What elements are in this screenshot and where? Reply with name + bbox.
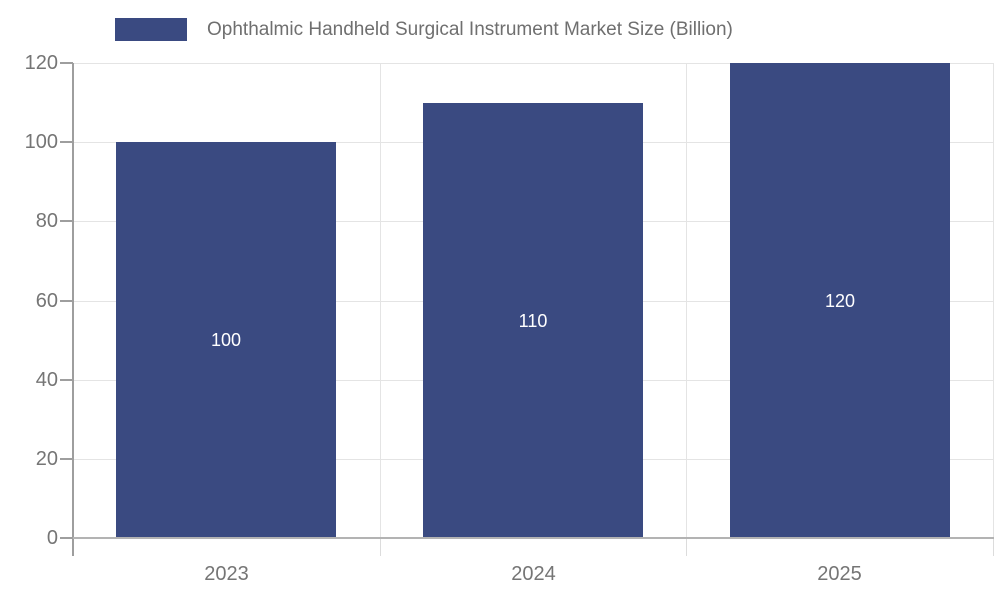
x-axis-tick [993, 538, 994, 556]
chart-title: Ophthalmic Handheld Surgical Instrument … [207, 18, 733, 40]
x-tick-label: 2023 [204, 563, 249, 585]
x-tick-label: 2025 [817, 563, 862, 585]
y-axis-tick [60, 458, 73, 460]
y-axis-tick [60, 62, 73, 64]
y-tick-label: 20 [35, 448, 58, 470]
v-gridline [380, 63, 381, 538]
bar-2025 [730, 63, 950, 538]
y-tick-label: 100 [24, 131, 58, 153]
y-tick-label: 0 [46, 527, 58, 549]
v-gridline [993, 63, 994, 538]
bar-value-label: 100 [210, 330, 242, 350]
y-axis-tick [60, 537, 73, 539]
bar-value-label: 110 [518, 311, 548, 331]
y-axis-line [72, 63, 74, 556]
y-tick-label: 120 [24, 52, 58, 74]
x-axis-line [73, 537, 994, 539]
y-axis-tick [60, 379, 73, 381]
legend-swatch [115, 18, 187, 41]
h-gridline [73, 63, 993, 64]
y-axis-tick [60, 141, 73, 143]
x-tick-label: 2024 [511, 563, 556, 585]
bar-value-label: 120 [824, 291, 856, 311]
y-tick-label: 60 [35, 290, 58, 312]
bar-2024 [423, 103, 643, 538]
y-axis-tick [60, 220, 73, 222]
y-tick-label: 40 [35, 369, 58, 391]
bar-2023 [116, 142, 336, 538]
y-axis-tick [60, 300, 73, 302]
legend[interactable]: Ophthalmic Handheld Surgical Instrument … [115, 18, 733, 41]
x-axis-tick [380, 538, 381, 556]
x-axis-tick [686, 538, 687, 556]
y-tick-label: 80 [35, 210, 58, 232]
v-gridline [686, 63, 687, 538]
